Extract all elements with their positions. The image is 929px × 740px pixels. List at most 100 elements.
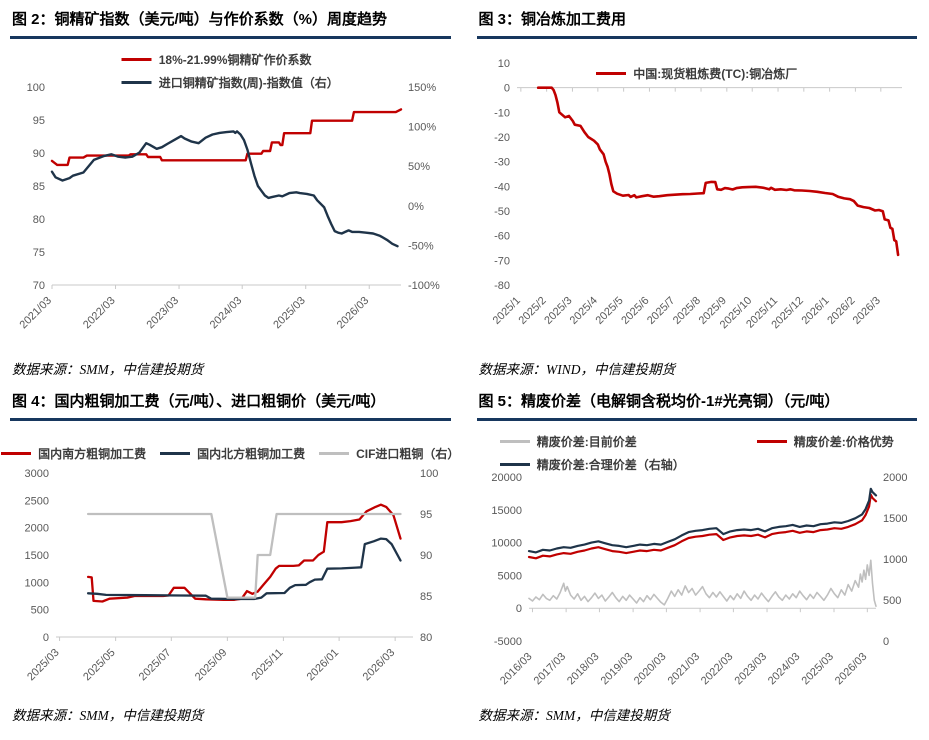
x-axis-tick-label: 2026/3 [850,295,882,327]
x-axis-tick-label: 2021/03 [18,295,55,332]
x-axis-tick-label: 2026/03 [832,651,869,688]
y-axis-left-tick-label: -80 [494,280,510,292]
y-axis-right-tick-label: 90 [420,550,432,562]
x-axis-tick-label: 2025/7 [645,295,677,327]
x-axis-tick-label: 2016/03 [497,651,534,688]
x-axis-tick-label: 2025/09 [193,647,230,684]
y-axis-left-tick-label: 5000 [497,570,521,582]
panel-title-fig5: 图 5：精废价差（电解铜含税均价-1#光亮铜）（元/吨） [476,390,917,421]
y-axis-left-tick-label: -70 [494,255,510,267]
y-axis-right-tick-label: 1500 [883,513,907,525]
chart-fig3: 中国:现货粗炼费(TC):铜冶炼厂 10 0 -10 -20 -30 -40 -50 -60-… [477,49,918,347]
y-axis-right-tick-label: 100% [408,122,436,134]
y-axis-left-tick-label: -30 [494,157,510,169]
y-axis-left-tick-label: 1500 [25,550,49,562]
y-axis-left-tick-label: -20 [494,132,510,144]
line-chart: 20000150001000050000-5000200015001000500… [491,472,907,688]
y-axis-left-tick-label: 1000 [25,577,49,589]
series-line [86,512,402,599]
x-axis-tick-label: 2025/2 [516,295,548,327]
panel-fig5: 图 5：精废价差（电解铜含税均价-1#光亮铜）（元/吨） 精废价差:目前价差 精废… [476,390,918,726]
y-axis-right-tick-label: 0% [408,201,424,213]
x-axis-tick-label: 2025/8 [670,295,702,327]
y-axis-left-tick-label: 0 [43,632,49,644]
data-source-fig5: 数据来源：SMM，中信建投期货 [478,708,670,723]
y-axis-left-tick-label: 10 [497,58,509,70]
data-source-fig2: 数据来源：SMM，中信建投期货 [12,362,204,377]
series-line [527,487,877,554]
x-axis-tick-label: 2025/6 [619,295,651,327]
x-axis-tick-label: 2026/01 [305,647,342,684]
x-axis-tick-label: 2019/03 [598,651,635,688]
y-axis-left-tick-label: 10000 [491,538,522,550]
y-axis-left-tick-label: -5000 [493,636,521,648]
x-axis-tick-label: 2018/03 [564,651,601,688]
data-source-fig4: 数据来源：SMM，中信建投期货 [12,708,204,723]
x-axis-tick-label: 2025/03 [25,647,62,684]
y-axis-left-tick-label: -40 [494,181,510,193]
y-axis-left-tick-label: 75 [33,247,45,259]
y-axis-left-tick-label: 20000 [491,472,522,484]
y-axis-right-tick-label: 1000 [883,554,907,566]
y-axis-left-tick-label: 85 [33,181,45,193]
y-axis-left-tick-label: 70 [33,280,45,292]
line-chart: 100 95 90 85 80 75 70 150% 100% 50% 0% -50% -100% 202… [18,82,440,332]
series-line [86,503,402,603]
y-axis-right-tick-label: -100% [408,280,440,292]
x-axis-tick-label: 2021/03 [665,651,702,688]
x-axis-tick-label: 2024/03 [208,295,245,332]
series-line [527,559,877,607]
y-axis-right-tick-label: 50% [408,161,430,173]
y-axis-right-tick-label: 95 [420,509,432,521]
x-axis-tick-label: 2023/03 [732,651,769,688]
y-axis-left-tick-label: 0 [515,603,521,615]
line-chart: 100-10-20-30-40-50-60-70-802025/12025/22… [490,58,902,331]
series-line [536,86,899,257]
chart-fig5: 精废价差:目前价差 精废价差:价格优势 精废价差:合理价差（右轴） 20000 150… [477,431,918,693]
series-line [50,108,403,167]
x-axis-tick-label: 2022/03 [698,651,735,688]
x-axis-tick-label: 2017/03 [531,651,568,688]
y-axis-left-tick-label: -50 [494,206,510,218]
y-axis-right-tick-label: 150% [408,82,436,94]
x-axis-tick-label: 2025/4 [567,295,599,327]
y-axis-left-tick-label: 80 [33,214,45,226]
x-axis-tick-label: 2025/1 [490,295,522,327]
y-axis-right-tick-label: 100 [420,468,438,480]
y-axis-left-tick-label: 15000 [491,505,522,517]
y-axis-left-tick-label: 2500 [25,495,49,507]
panel-fig4: 图 4：国内粗铜加工费（元/吨）、进口粗铜价（美元/吨） 国内南方粗铜加工费 国内… [1,390,459,726]
y-axis-left-tick-label: -60 [494,231,510,243]
x-axis-tick-label: 2023/03 [145,295,182,332]
x-axis-tick-label: 2024/03 [765,651,802,688]
chart-fig4: 国内南方粗铜加工费 国内北方粗铜加工费 CIF进口粗铜（右） 3000 2500 200… [1,431,459,693]
panel-title-fig3: 图 3：铜冶炼加工费用 [476,8,917,39]
y-axis-left-tick-label: 90 [33,148,45,160]
x-axis-tick-label: 2025/5 [593,295,625,327]
y-axis-left-tick-label: 0 [503,83,509,95]
panel-fig3: 图 3：铜冶炼加工费用 中国:现货粗炼费(TC):铜冶炼厂 10 0 -10 -20-… [476,8,918,380]
x-axis-tick-label: 2025/05 [81,647,118,684]
series-line [50,130,399,248]
line-chart: 3000 2500 2000 1500 1000 500 0 100 95 90 85 80 2025/… [25,468,439,684]
x-axis-tick-label: 2025/03 [799,651,836,688]
y-axis-right-tick-label: 80 [420,632,432,644]
y-axis-left-tick-label: 2000 [25,523,49,535]
panel-title-fig4: 图 4：国内粗铜加工费（元/吨）、进口粗铜价（美元/吨） [10,390,451,421]
x-axis-tick-label: 2025/3 [542,295,574,327]
series-line [86,537,402,601]
x-axis-tick-label: 2026/03 [335,295,372,332]
y-axis-left-tick-label: -10 [494,107,510,119]
x-axis-tick-label: 2020/03 [631,651,668,688]
y-axis-right-tick-label: 0 [883,636,889,648]
panel-fig2: 图 2：铜精矿指数（美元/吨）与作价系数（%）周度趋势 18%-21.99%铜精… [10,8,451,380]
y-axis-right-tick-label: 2000 [883,472,907,484]
y-axis-left-tick-label: 95 [33,115,45,127]
y-axis-left-tick-label: 100 [27,82,45,94]
y-axis-left-tick-label: 500 [31,605,49,617]
x-axis-tick-label: 2026/03 [361,647,398,684]
x-axis-tick-label: 2026/2 [825,295,857,327]
panel-title-fig2: 图 2：铜精矿指数（美元/吨）与作价系数（%）周度趋势 [10,8,451,39]
x-axis-tick-label: 2025/11 [250,647,286,683]
